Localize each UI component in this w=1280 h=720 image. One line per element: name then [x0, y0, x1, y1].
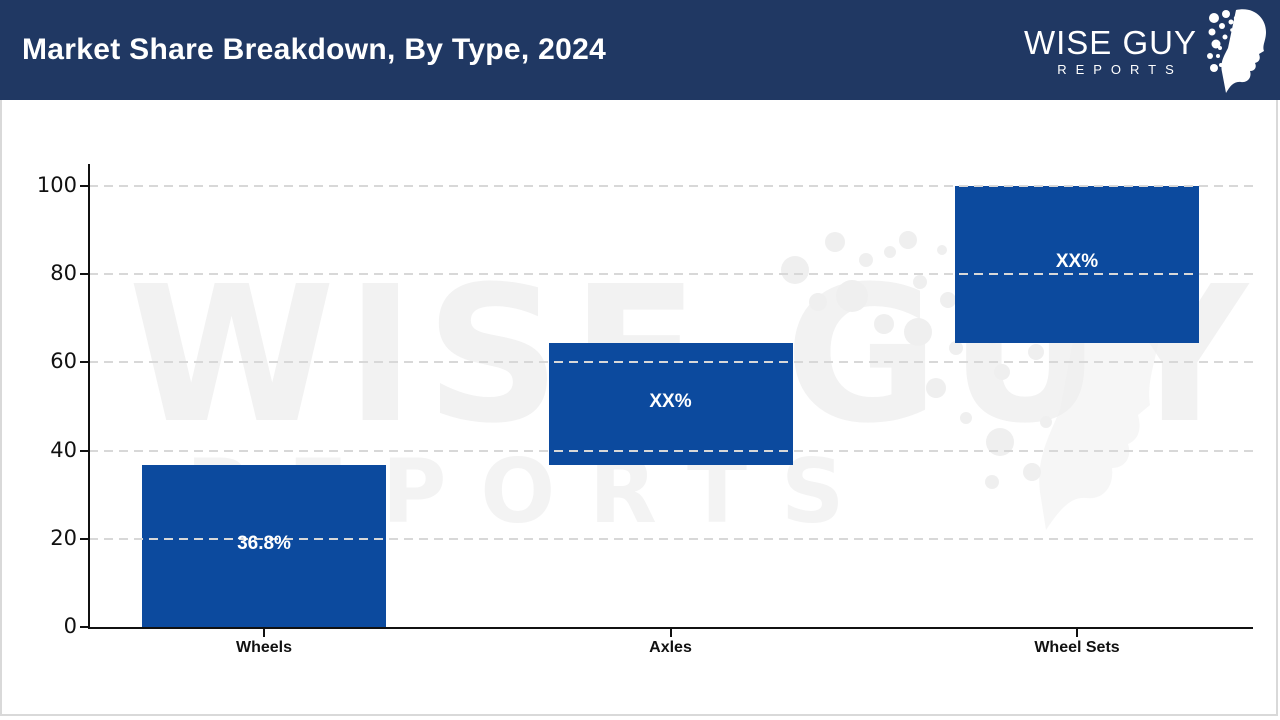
y-axis-tick — [80, 626, 88, 628]
y-tick-label: 60 — [50, 349, 77, 374]
grid-line — [89, 273, 1253, 276]
grid-line — [89, 449, 1253, 452]
grid-line — [89, 185, 1253, 187]
y-axis-tick — [80, 185, 88, 187]
y-tick-label: 80 — [50, 261, 77, 286]
x-category-label: Axles — [649, 639, 692, 656]
y-axis-tick — [80, 537, 88, 540]
logo-wordmark: WISE GUY — [1023, 24, 1198, 61]
bar-value-label: XX% — [1055, 251, 1099, 273]
x-axis-tick — [669, 629, 672, 637]
y-tick-label: 100 — [36, 173, 77, 197]
y-tick-label: 20 — [50, 525, 77, 550]
y-tick-label: 40 — [50, 437, 77, 462]
y-axis-line — [88, 163, 90, 629]
wiseguy-logo: WISE GUY REPORTS — [1008, 6, 1268, 96]
logo-subtext: REPORTS — [1057, 62, 1183, 77]
x-category-label: Wheels — [235, 639, 292, 656]
y-axis-tick — [80, 361, 88, 364]
y-axis-tick — [80, 449, 88, 452]
bar-segment — [142, 464, 386, 627]
x-axis-tick — [1076, 629, 1078, 637]
grid-line — [89, 537, 1253, 540]
bar-value-label: 36.8% — [237, 532, 291, 554]
x-axis-line — [88, 627, 1253, 629]
x-axis-tick — [263, 629, 265, 637]
y-tick-label: 0 — [63, 614, 77, 638]
grid-line — [89, 361, 1253, 364]
header-bar: Market Share Breakdown, By Type, 2024 WI… — [0, 0, 1280, 100]
page-title: Market Share Breakdown, By Type, 2024 — [22, 33, 607, 66]
bar-value-label: XX% — [649, 390, 692, 412]
y-axis-tick — [80, 273, 88, 276]
wiseguy-face-icon — [1207, 9, 1266, 93]
bar-segment — [955, 186, 1199, 343]
x-category-label: Wheel Sets — [1034, 639, 1120, 656]
